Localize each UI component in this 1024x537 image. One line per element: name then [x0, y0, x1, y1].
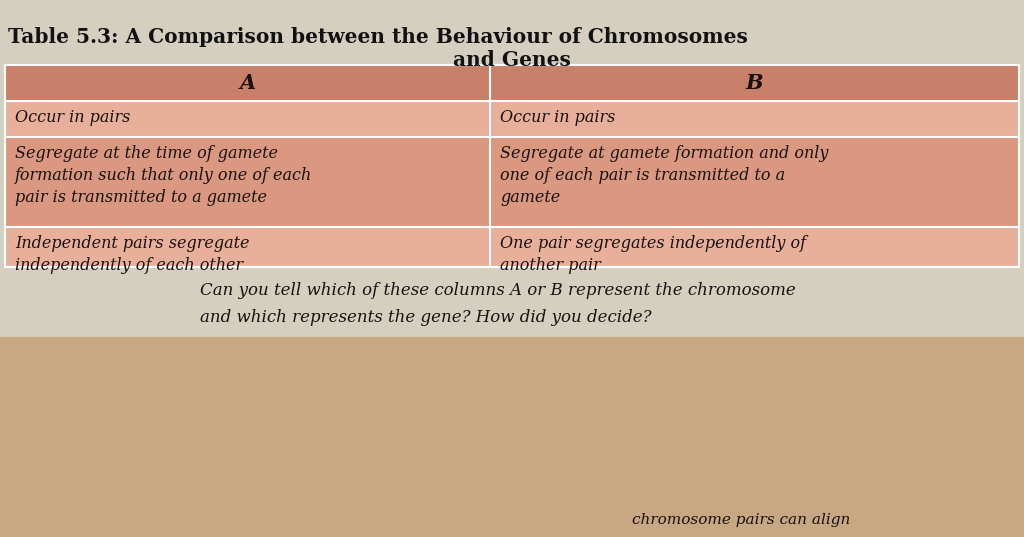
Text: B: B — [745, 73, 763, 93]
Text: and which represents the gene? How did you decide?: and which represents the gene? How did y… — [200, 309, 651, 326]
Text: Table 5.3: A Comparison between the Behaviour of Chromosomes: Table 5.3: A Comparison between the Beha… — [8, 27, 748, 47]
Bar — [0, 0, 1024, 337]
Text: One pair segregates independently of
another pair: One pair segregates independently of ano… — [500, 235, 806, 274]
Text: Occur in pairs: Occur in pairs — [15, 109, 130, 126]
Text: chromosome pairs can align: chromosome pairs can align — [632, 513, 850, 527]
Text: A: A — [240, 73, 256, 93]
Bar — [5, 137, 1019, 227]
Bar — [5, 65, 1019, 267]
Bar — [5, 227, 1019, 267]
Text: Occur in pairs: Occur in pairs — [500, 109, 615, 126]
Bar — [5, 65, 1019, 101]
Text: Can you tell which of these columns A or B represent the chromosome: Can you tell which of these columns A or… — [200, 282, 796, 299]
Bar — [0, 337, 1024, 537]
Text: Independent pairs segregate
independently of each other: Independent pairs segregate independentl… — [15, 235, 250, 274]
Text: Segregate at the time of gamete
formation such that only one of each
pair is tra: Segregate at the time of gamete formatio… — [15, 145, 312, 206]
Text: Segregate at gamete formation and only
one of each pair is transmitted to a
game: Segregate at gamete formation and only o… — [500, 145, 828, 206]
Bar — [5, 101, 1019, 137]
Text: and Genes: and Genes — [453, 50, 571, 70]
